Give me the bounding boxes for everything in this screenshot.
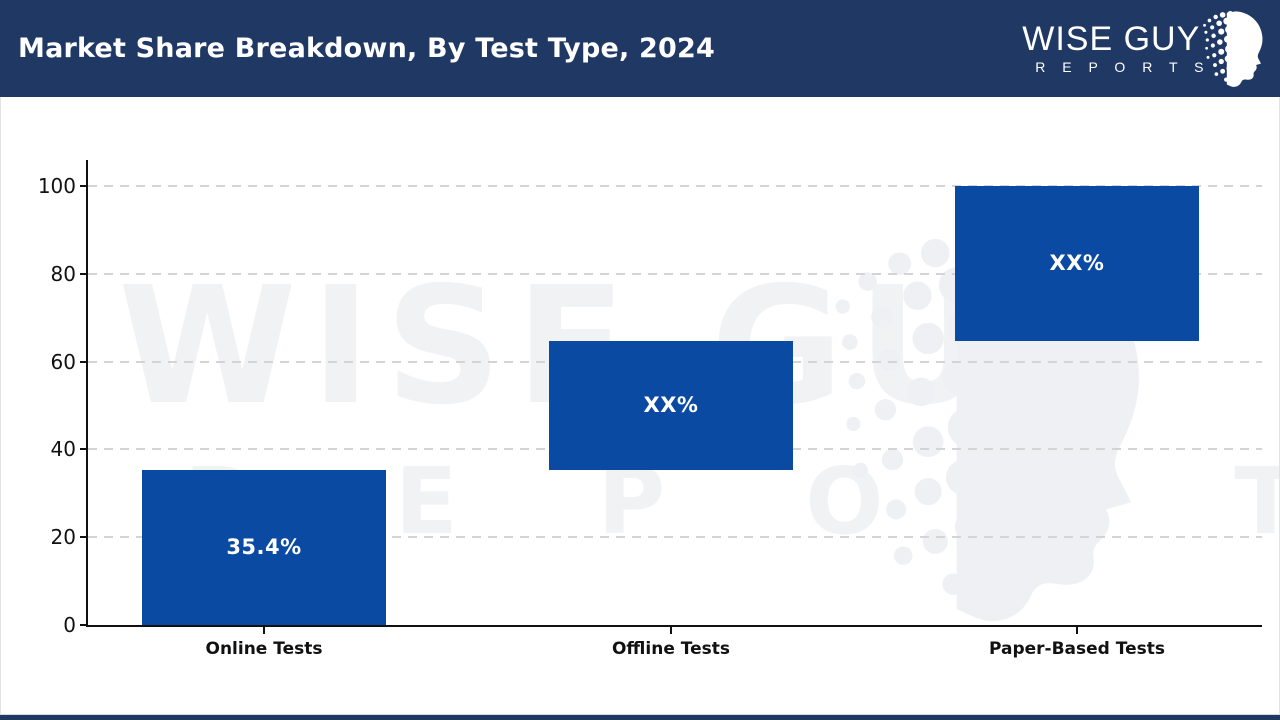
gridline-80 — [88, 272, 1262, 275]
chart-title: Market Share Breakdown, By Test Type, 20… — [18, 33, 716, 64]
bar-value-label-paper-based-tests: XX% — [1049, 251, 1105, 276]
y-axis-tick-label-60: 60 — [50, 349, 76, 374]
x-axis-tick-2 — [1076, 627, 1078, 634]
y-axis-tick-60 — [80, 360, 88, 363]
header-bar: Market Share Breakdown, By Test Type, 20… — [0, 0, 1280, 97]
bottom-hairline — [0, 714, 1280, 715]
y-axis-tick-80 — [80, 272, 88, 275]
y-axis-tick-100 — [80, 185, 88, 187]
bar-paper-based-tests: XX% — [955, 186, 1199, 341]
y-axis-tick-label-0: 0 — [63, 613, 76, 637]
brand-logo: WISE GUY R E P O R T S — [1022, 10, 1266, 88]
x-category-label-online-tests: Online Tests — [205, 639, 323, 659]
x-category-label-paper-based-tests: Paper-Based Tests — [988, 639, 1165, 659]
bar-value-label-offline-tests: XX% — [643, 393, 699, 418]
bar-offline-tests: XX% — [549, 340, 793, 470]
gridline-100 — [88, 185, 1262, 187]
footer-bar — [0, 715, 1280, 720]
gridline-20 — [88, 536, 1262, 539]
y-axis-tick-label-80: 80 — [50, 261, 76, 286]
y-axis-tick-label-100: 100 — [37, 174, 76, 198]
head-profile-dots-icon — [1203, 10, 1263, 87]
brand-logo-text: WISE GUY R E P O R T S — [1022, 22, 1210, 75]
x-category-label-offline-tests: Offline Tests — [611, 639, 731, 659]
y-axis-tick-0 — [80, 624, 88, 626]
x-axis-line — [86, 625, 1262, 627]
brand-name: WISE GUY — [1022, 20, 1201, 58]
y-axis-tick-label-20: 20 — [50, 525, 76, 550]
bar-online-tests: 35.4% — [142, 469, 386, 625]
x-axis-tick-0 — [263, 627, 265, 634]
left-edge-line — [0, 97, 1, 714]
y-axis-tick-40 — [80, 448, 88, 451]
y-axis-line — [86, 160, 88, 627]
y-axis-tick-label-40: 40 — [50, 437, 76, 462]
bar-value-label-online-tests: 35.4% — [226, 535, 302, 560]
brand-tagline: R E P O R T S — [1035, 59, 1210, 75]
y-axis-tick-20 — [80, 536, 88, 539]
x-axis-tick-1 — [670, 627, 672, 634]
